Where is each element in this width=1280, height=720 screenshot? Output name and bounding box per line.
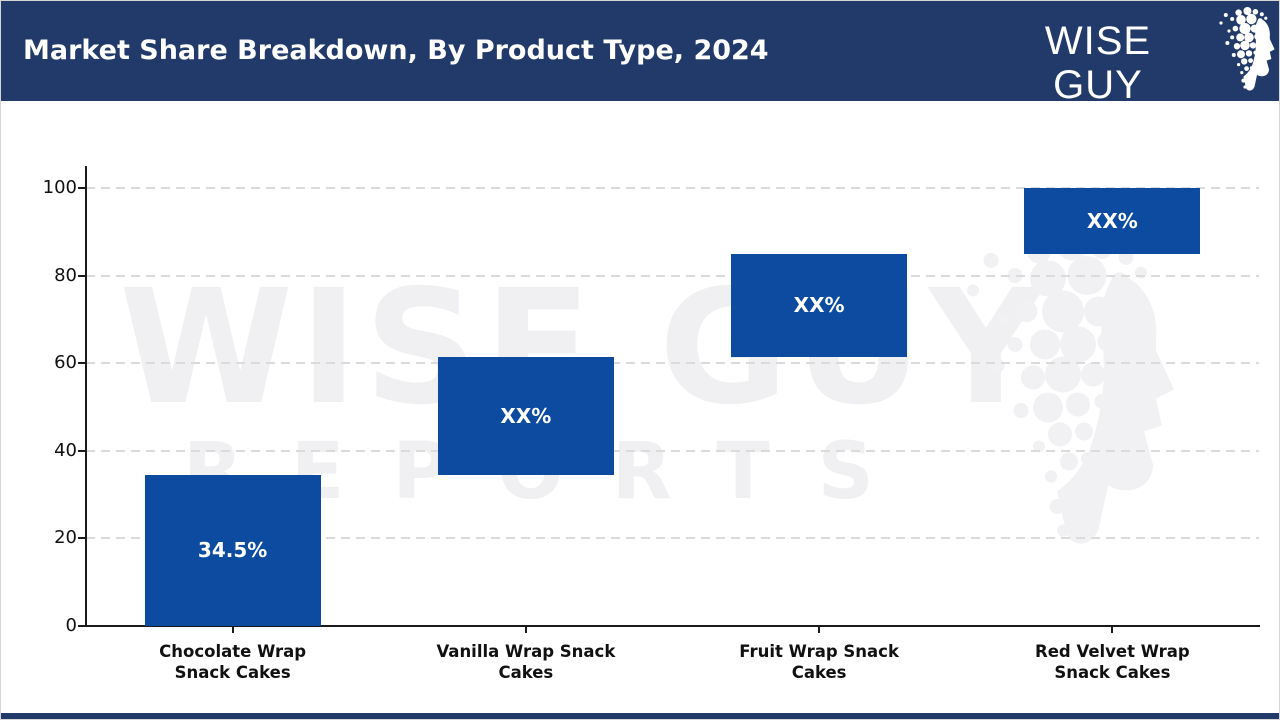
bar-1: 34.5% [144,474,321,626]
x-tick [524,626,527,633]
gridline-80 [86,274,1259,277]
bar-value-label: XX% [500,403,552,428]
y-tick-label: 100 [42,177,77,198]
logo-wordmark: WISE GUY [1044,19,1152,107]
x-axis-line [85,625,1260,627]
gridline-60 [86,362,1259,365]
bar-value-label: 34.5% [197,538,268,563]
x-tick [1111,626,1114,633]
logo-subtext: REPORTS [1034,110,1172,126]
x-category-label-line: Fruit Wrap Snack [739,642,899,661]
x-category-label-line: Cakes [498,663,554,682]
logo-head-icon [1219,7,1275,91]
y-tick-label: 80 [54,264,77,286]
x-category-label: Chocolate Wrap Snack Cakes [103,641,363,683]
x-category-label-line: Chocolate Wrap [159,642,307,661]
gridline-40 [86,449,1259,452]
gridline-100 [86,187,1259,189]
y-tick-label: 60 [54,352,77,374]
y-tick [78,274,86,277]
y-tick [78,362,86,365]
x-tick [818,626,821,633]
y-tick [78,537,86,540]
y-tick-label: 20 [54,527,77,549]
y-tick-label: 0 [65,615,77,636]
x-tick [231,626,234,633]
page-title: Market Share Breakdown, By Product Type,… [23,35,769,66]
bar-4: XX% [1024,188,1201,254]
x-category-label: Red Velvet Wrap Snack Cakes [982,641,1242,683]
footer-bar [1,713,1279,719]
bar-value-label: XX% [793,293,845,318]
x-category-label-line: Red Velvet Wrap [1035,642,1190,661]
x-category-label-line: Vanilla Wrap Snack [436,642,616,661]
x-category-label: Vanilla Wrap Snack Cakes [396,641,656,683]
y-tick [78,449,86,452]
x-category-label-line: Snack Cakes [174,663,291,682]
y-tick [78,187,86,189]
x-category-label: Fruit Wrap Snack Cakes [689,641,949,683]
x-category-label-line: Snack Cakes [1054,663,1171,682]
x-category-label-line: Cakes [791,663,847,682]
y-axis-line [85,166,87,627]
bar-2: XX% [437,356,614,475]
bar-3: XX% [731,253,908,357]
y-tick [78,625,86,627]
wise-guy-logo: WISE GUY REPORTS [1003,19,1193,126]
gridline-20 [86,537,1259,540]
bar-value-label: XX% [1086,208,1138,233]
y-tick-label: 40 [54,439,77,461]
header-bar: Market Share Breakdown, By Product Type,… [1,1,1279,126]
